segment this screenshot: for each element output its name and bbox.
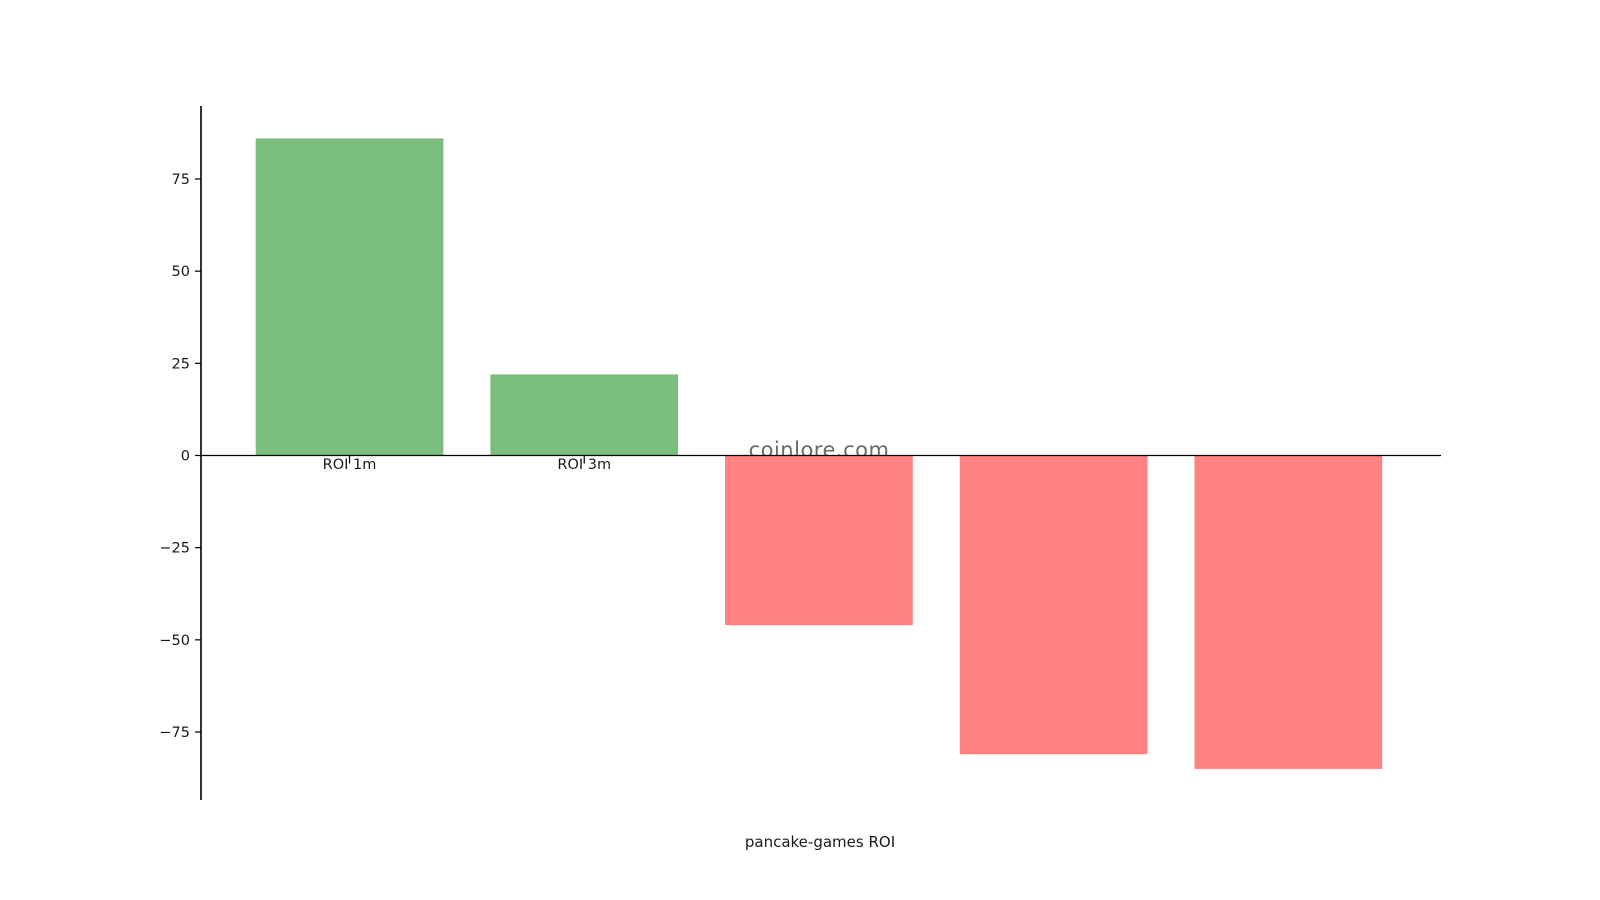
x-tick-label: ROI 3m <box>557 457 611 473</box>
bar-roi-3m <box>490 374 679 456</box>
y-tick-label: −25 <box>159 541 190 557</box>
bar-roi-1m <box>255 138 444 456</box>
y-tick-label: −50 <box>159 633 190 649</box>
y-tick-label: 50 <box>172 264 190 280</box>
bar-bar-3 <box>725 455 913 626</box>
x-tick-label: ROI 1m <box>323 457 377 473</box>
x-axis-title: pancake-games ROI <box>744 833 896 851</box>
y-tick-label: 0 <box>181 449 190 465</box>
bar-bar-5 <box>1194 455 1383 769</box>
y-tick-label: 75 <box>172 172 190 188</box>
bar-bar-4 <box>959 455 1148 755</box>
y-tick-label: 25 <box>172 356 190 372</box>
y-tick-label: −75 <box>159 725 190 741</box>
